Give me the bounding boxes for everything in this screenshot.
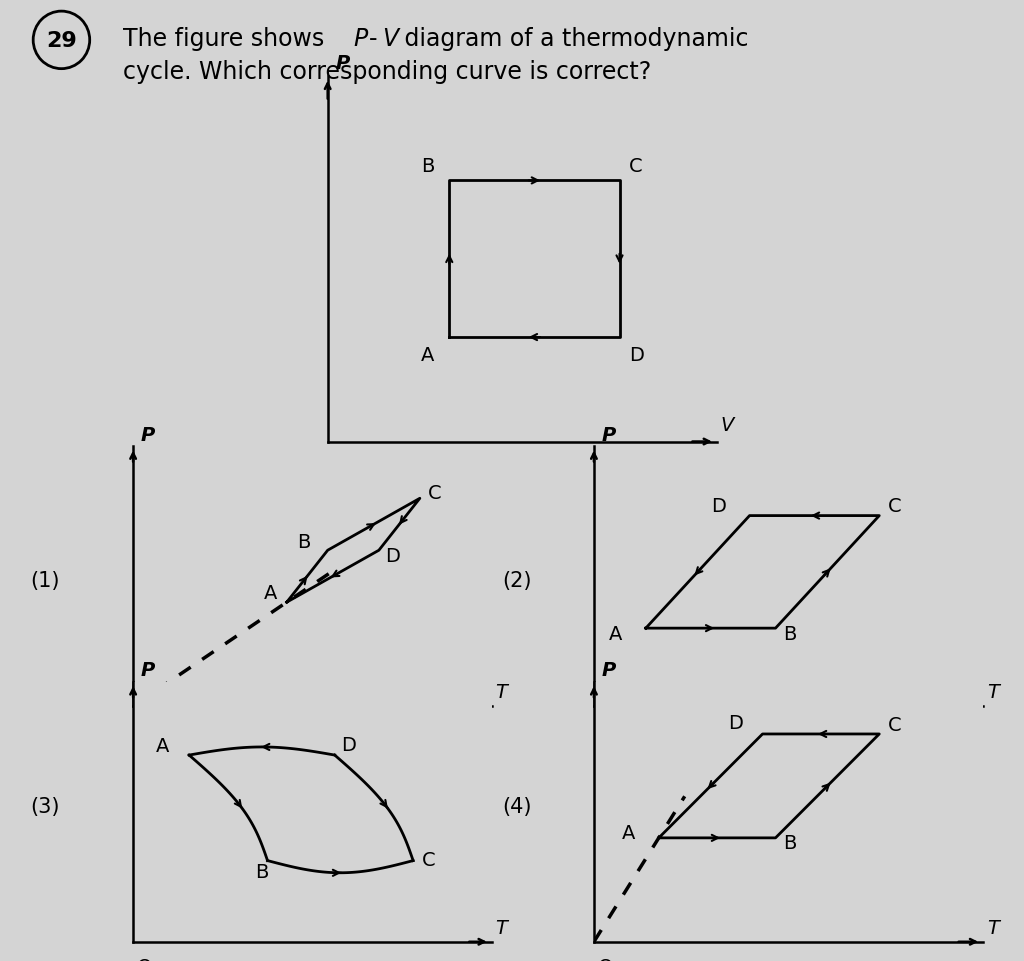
- Text: (3): (3): [31, 796, 60, 816]
- Text: D: D: [341, 735, 356, 754]
- Text: O: O: [332, 464, 347, 483]
- Text: B: B: [255, 862, 268, 881]
- Text: O: O: [137, 957, 153, 961]
- Text: V: V: [721, 416, 734, 434]
- Text: A: A: [264, 584, 278, 603]
- Text: (1): (1): [31, 570, 60, 590]
- Text: C: C: [629, 157, 643, 176]
- Text: T: T: [496, 682, 507, 702]
- Text: D: D: [385, 547, 400, 566]
- Text: 29: 29: [46, 31, 77, 51]
- Text: D: D: [712, 497, 726, 516]
- Text: The figure shows: The figure shows: [123, 27, 332, 51]
- Text: B: B: [297, 532, 310, 551]
- Text: O: O: [137, 722, 153, 741]
- Text: D: D: [728, 713, 743, 732]
- Text: (0, 0): (0, 0): [335, 461, 383, 480]
- Text: A: A: [622, 823, 636, 842]
- Text: diagram of a thermodynamic: diagram of a thermodynamic: [397, 27, 749, 51]
- Text: cycle. Which corresponding curve is correct?: cycle. Which corresponding curve is corr…: [123, 60, 651, 84]
- Text: P: P: [336, 54, 350, 73]
- Text: C: C: [889, 715, 902, 734]
- Text: B: B: [783, 833, 797, 852]
- Text: P: P: [140, 661, 155, 679]
- Text: T: T: [496, 918, 507, 937]
- Text: A: A: [609, 624, 623, 643]
- Text: O: O: [598, 957, 613, 961]
- Text: P: P: [602, 661, 616, 679]
- Text: V: V: [382, 27, 398, 51]
- Text: C: C: [889, 497, 902, 516]
- Text: B: B: [783, 624, 797, 643]
- Text: C: C: [428, 483, 441, 503]
- Text: A: A: [156, 736, 169, 755]
- Text: C: C: [422, 850, 435, 869]
- Text: A: A: [421, 346, 434, 364]
- Text: O: O: [598, 722, 613, 741]
- Text: (2): (2): [502, 570, 531, 590]
- Text: -: -: [369, 27, 377, 51]
- Text: (4): (4): [502, 796, 531, 816]
- Text: P: P: [140, 426, 155, 444]
- Text: D: D: [629, 346, 644, 364]
- Text: P: P: [602, 426, 616, 444]
- Text: P: P: [353, 27, 368, 51]
- Text: B: B: [421, 157, 434, 176]
- Text: T: T: [987, 682, 998, 702]
- Text: T: T: [987, 918, 998, 937]
